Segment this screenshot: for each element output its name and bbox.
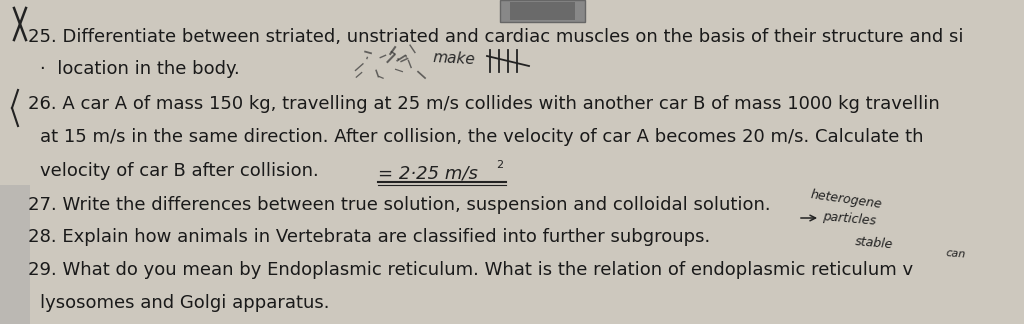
Text: make: make — [432, 50, 475, 67]
Text: can: can — [945, 248, 966, 260]
Text: ·  location in the body.: · location in the body. — [40, 60, 240, 78]
Bar — [500, 0, 585, 22]
Text: 25. Differentiate between striated, unstriated and cardiac muscles on the basis : 25. Differentiate between striated, unst… — [28, 28, 964, 46]
Text: lysosomes and Golgi apparatus.: lysosomes and Golgi apparatus. — [40, 294, 330, 312]
Text: 29. What do you mean by Endoplasmic reticulum. What is the relation of endoplasm: 29. What do you mean by Endoplasmic reti… — [28, 261, 913, 279]
Text: 2: 2 — [496, 160, 503, 170]
Text: 26. A car A of mass 150 kg, travelling at 25 m/s collides with another car B of : 26. A car A of mass 150 kg, travelling a… — [28, 95, 940, 113]
Text: 28. Explain how animals in Vertebrata are classified into further subgroups.: 28. Explain how animals in Vertebrata ar… — [28, 228, 711, 246]
Bar — [0, 185, 30, 324]
Text: heterogene: heterogene — [810, 188, 884, 211]
Text: at 15 m/s in the same direction. After collision, the velocity of car A becomes : at 15 m/s in the same direction. After c… — [40, 128, 924, 146]
Text: = 2·25 m/s: = 2·25 m/s — [378, 164, 478, 182]
Text: 27. Write the differences between true solution, suspension and colloidal soluti: 27. Write the differences between true s… — [28, 196, 771, 214]
Bar — [510, 2, 575, 20]
Text: velocity of car B after collision.: velocity of car B after collision. — [40, 162, 318, 180]
Text: particles: particles — [822, 210, 877, 228]
Text: stable: stable — [855, 235, 894, 251]
